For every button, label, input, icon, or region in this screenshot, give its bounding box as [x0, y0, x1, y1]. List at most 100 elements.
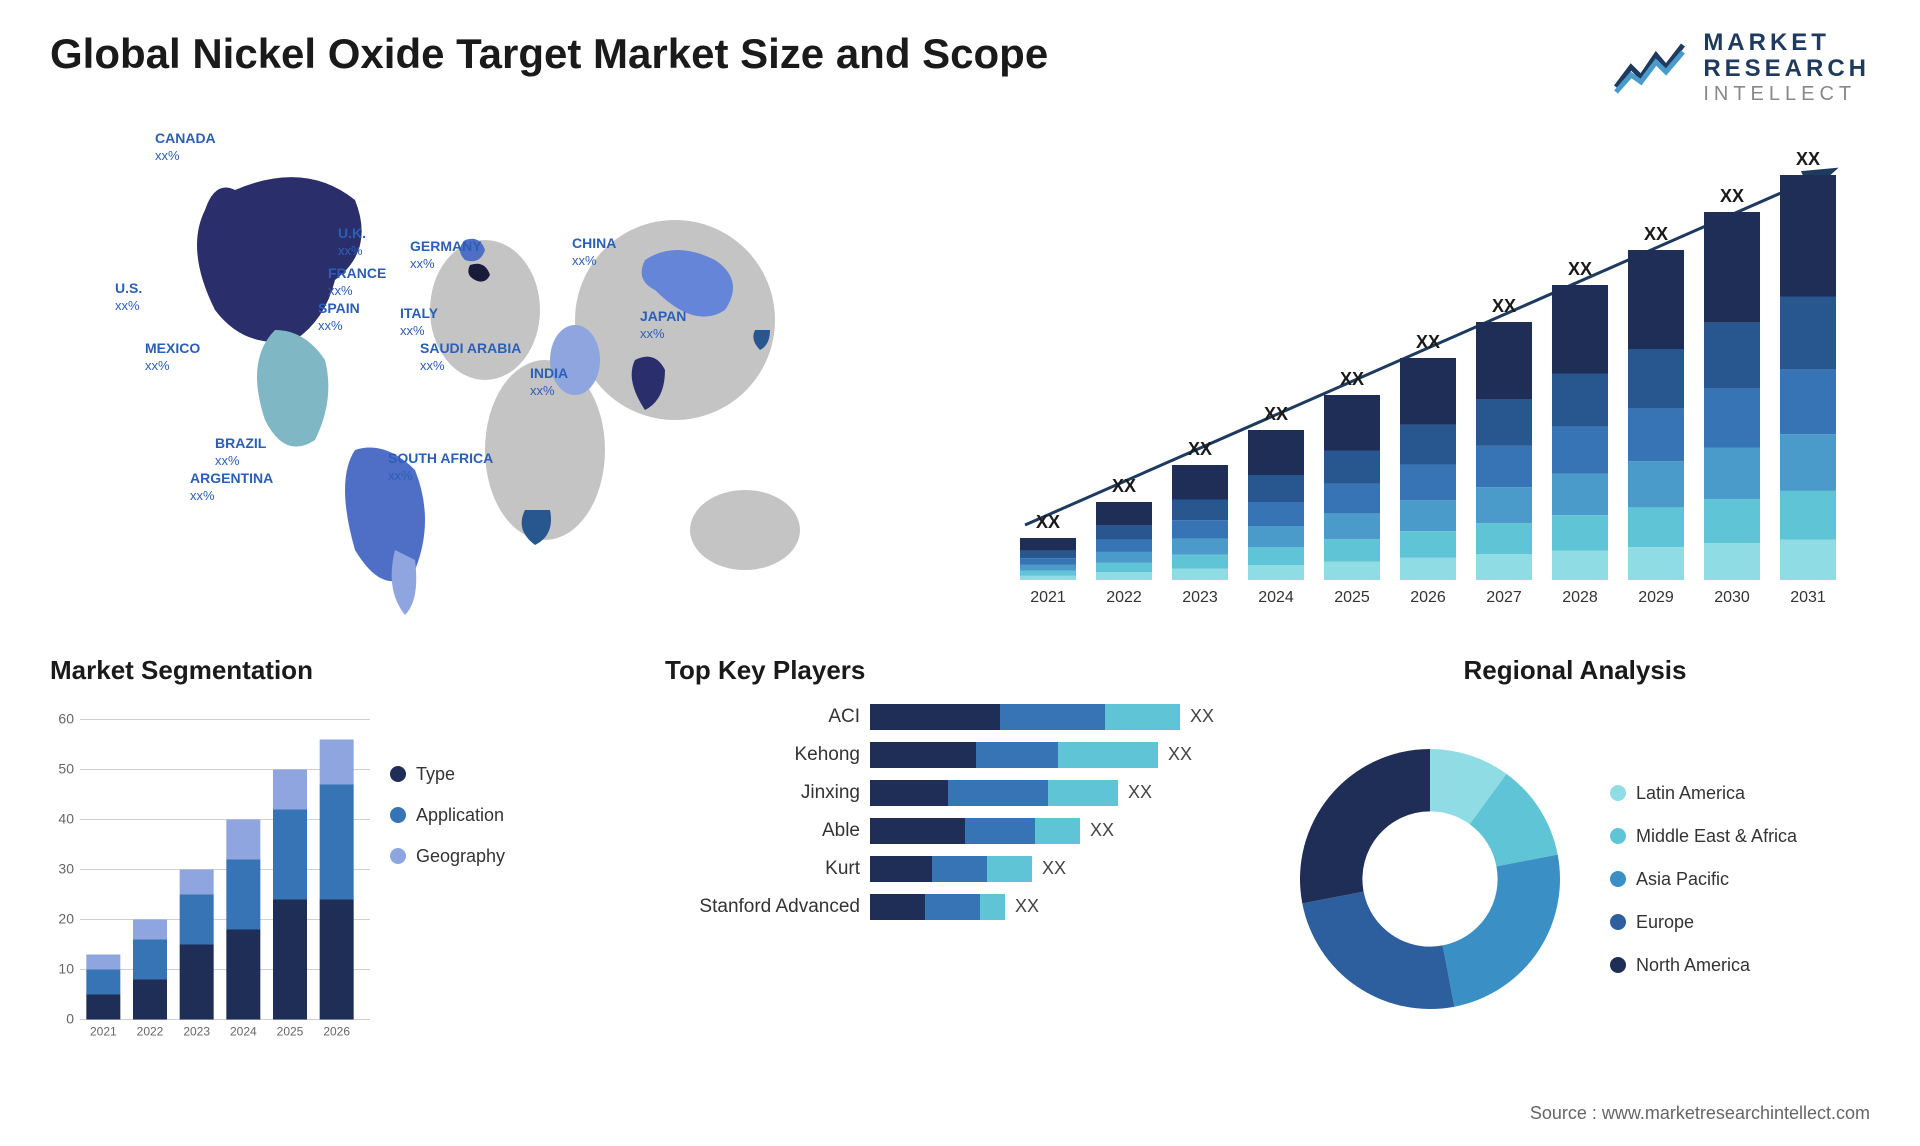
svg-text:2026: 2026: [323, 1024, 350, 1038]
segmentation-panel: Market Segmentation 0 10 20 30 40 50 60 2021 202…: [50, 655, 640, 1055]
player-bar: [870, 742, 1158, 768]
svg-text:2027: 2027: [1486, 589, 1522, 606]
players-bar-list: ACIXXKehongXXJinxingXXAbleXXKurtXXStanfo…: [665, 704, 1255, 920]
player-row: Stanford AdvancedXX: [665, 894, 1235, 920]
regional-analysis-panel: Regional Analysis Latin America Middle Ea…: [1280, 655, 1870, 1055]
svg-text:2024: 2024: [1258, 589, 1294, 606]
svg-text:XX: XX: [1036, 512, 1060, 532]
country-label: CANADAxx%: [155, 130, 216, 164]
legend-item: Europe: [1610, 912, 1797, 933]
player-value: XX: [1015, 896, 1039, 917]
logo-text-2: RESEARCH: [1703, 56, 1870, 82]
svg-text:XX: XX: [1264, 404, 1288, 424]
player-value: XX: [1168, 744, 1192, 765]
world-map-panel: CANADAxx% U.S.xx%MEXICOxx% BRAZILxx%ARGENT…: [50, 130, 960, 620]
key-players-panel: Top Key Players ACIXXKehongXXJinxingXXAb…: [665, 655, 1255, 1055]
legend-item: North America: [1610, 955, 1797, 976]
player-bar: [870, 818, 1080, 844]
svg-text:XX: XX: [1416, 332, 1440, 352]
player-bar: [870, 856, 1032, 882]
svg-text:2022: 2022: [137, 1024, 164, 1038]
world-map: [50, 130, 960, 620]
legend-item: Geography: [390, 846, 505, 867]
country-label: BRAZILxx%: [215, 435, 266, 469]
player-bar: [870, 780, 1118, 806]
svg-text:2025: 2025: [277, 1024, 304, 1038]
player-value: XX: [1090, 820, 1114, 841]
regional-title: Regional Analysis: [1280, 655, 1870, 686]
player-name: ACI: [665, 706, 860, 728]
source-attribution: Source : www.marketresearchintellect.com: [1530, 1103, 1870, 1124]
players-title: Top Key Players: [665, 655, 1255, 686]
svg-text:50: 50: [58, 760, 74, 776]
logo-icon: [1611, 37, 1691, 97]
country-label: CHINAxx%: [572, 235, 616, 269]
player-bar: [870, 704, 1180, 730]
logo-text-3: INTELLECT: [1703, 83, 1870, 105]
player-name: Kurt: [665, 858, 860, 880]
svg-text:XX: XX: [1720, 186, 1744, 206]
country-label: GERMANYxx%: [410, 238, 482, 272]
svg-text:2029: 2029: [1638, 589, 1674, 606]
regional-donut-chart: [1280, 729, 1580, 1029]
svg-text:30: 30: [58, 860, 74, 876]
player-name: Kehong: [665, 744, 860, 766]
player-name: Jinxing: [665, 782, 860, 804]
svg-text:XX: XX: [1568, 259, 1592, 279]
svg-text:2021: 2021: [1030, 589, 1066, 606]
country-label: SPAINxx%: [318, 300, 360, 334]
segmentation-legend: TypeApplicationGeography: [390, 704, 505, 1055]
svg-text:2028: 2028: [1562, 589, 1598, 606]
country-label: SAUDI ARABIAxx%: [420, 340, 521, 374]
svg-text:XX: XX: [1644, 224, 1668, 244]
country-label: ARGENTINAxx%: [190, 470, 273, 504]
svg-text:2022: 2022: [1106, 589, 1142, 606]
svg-text:10: 10: [58, 960, 74, 976]
player-row: ACI XX: [665, 704, 1235, 730]
player-value: XX: [1042, 858, 1066, 879]
logo-text-1: MARKET: [1703, 30, 1870, 56]
player-row: Able XX: [665, 818, 1235, 844]
country-label: ITALYxx%: [400, 305, 438, 339]
player-row: Kehong XX: [665, 742, 1235, 768]
svg-text:XX: XX: [1340, 369, 1364, 389]
country-label: U.K.xx%: [338, 225, 366, 259]
legend-item: Middle East & Africa: [1610, 826, 1797, 847]
svg-text:0: 0: [66, 1010, 74, 1026]
svg-text:2026: 2026: [1410, 589, 1446, 606]
svg-text:2021: 2021: [90, 1024, 117, 1038]
player-row: Kurt XX: [665, 856, 1235, 882]
svg-text:XX: XX: [1492, 296, 1516, 316]
svg-text:2024: 2024: [230, 1024, 257, 1038]
svg-text:2031: 2031: [1790, 589, 1826, 606]
country-label: INDIAxx%: [530, 365, 568, 399]
regional-legend: Latin America Middle East & Africa Asia Pa…: [1610, 783, 1797, 976]
player-row: Jinxing XX: [665, 780, 1235, 806]
svg-text:2030: 2030: [1714, 589, 1750, 606]
forecast-chart-panel: XX 2021 XX 2022 XX 2023 XX 2024 XX 2025 XX 2026 XX 20…: [1000, 130, 1870, 620]
svg-text:XX: XX: [1796, 149, 1820, 169]
svg-text:XX: XX: [1188, 439, 1212, 459]
country-label: FRANCExx%: [328, 265, 386, 299]
svg-text:20: 20: [58, 910, 74, 926]
legend-item: Application: [390, 805, 505, 826]
svg-text:60: 60: [58, 710, 74, 726]
player-value: XX: [1128, 782, 1152, 803]
player-bar: [870, 894, 1005, 920]
page-title: Global Nickel Oxide Target Market Size a…: [50, 30, 1048, 78]
player-value: XX: [1190, 706, 1214, 727]
player-name: Able: [665, 820, 860, 842]
country-label: SOUTH AFRICAxx%: [388, 450, 493, 484]
country-label: MEXICOxx%: [145, 340, 200, 374]
svg-text:2023: 2023: [183, 1024, 210, 1038]
svg-text:2023: 2023: [1182, 589, 1218, 606]
segmentation-title: Market Segmentation: [50, 655, 640, 686]
segmentation-bar-chart: 0 10 20 30 40 50 60 2021 2022 2023 2024 2025 2026: [50, 704, 370, 1055]
svg-text:40: 40: [58, 810, 74, 826]
legend-item: Latin America: [1610, 783, 1797, 804]
forecast-bar-chart: XX 2021 XX 2022 XX 2023 XX 2024 XX 2025 XX 2026 XX 20…: [1000, 140, 1870, 620]
country-label: U.S.xx%: [115, 280, 142, 314]
svg-text:2025: 2025: [1334, 589, 1370, 606]
legend-item: Asia Pacific: [1610, 869, 1797, 890]
svg-text:XX: XX: [1112, 476, 1136, 496]
